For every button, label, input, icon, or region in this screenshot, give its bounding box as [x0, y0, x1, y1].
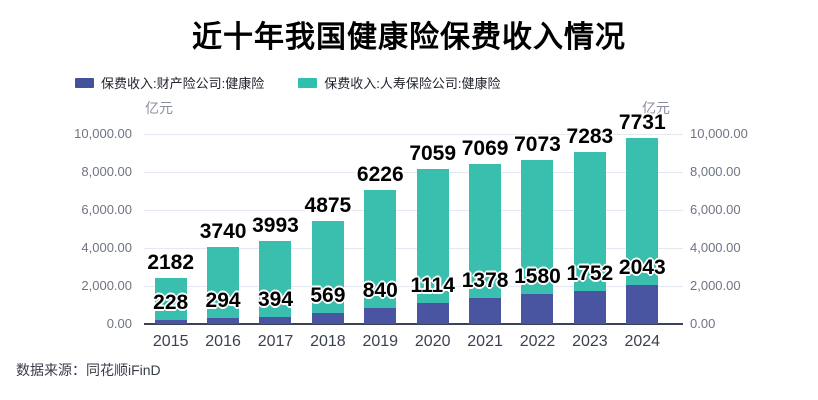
source-note: 数据来源：同花顺iFinD — [16, 362, 161, 378]
bar-segment-life — [416, 168, 449, 303]
legend-label-life: 保费收入:人寿保险公司:健康险 — [324, 76, 501, 91]
legend-label-property: 保费收入:财产险公司:健康险 — [101, 76, 265, 91]
value-label-life: 2182 — [147, 251, 195, 275]
bar-segment-life — [626, 138, 659, 286]
bar-group: 4875 569 2018 — [302, 134, 354, 350]
x-tick-label: 2023 — [572, 333, 608, 350]
y-tick-label-left: 8,000.00 — [81, 164, 132, 179]
bar-segment-life — [521, 159, 554, 294]
bar-segment-life — [154, 278, 187, 320]
x-tick-label: 2015 — [152, 333, 189, 350]
bar-group: 7069 1378 2021 — [459, 134, 511, 350]
bar-segment-property — [573, 290, 606, 324]
x-tick-label: 2020 — [414, 333, 451, 350]
y-axis-unit-left: 亿元 — [145, 100, 173, 116]
y-tick-label-right: 0.00 — [690, 316, 716, 331]
bar-segment-property — [311, 313, 344, 324]
y-tick-label-right: 4,000.00 — [690, 240, 741, 255]
bar-group: 2182 228 2015 — [145, 134, 197, 350]
chart-title: 近十年我国健康险保费收入情况 — [192, 21, 626, 54]
value-label-life: 7069 — [461, 136, 509, 160]
x-tick-label: 2018 — [310, 333, 346, 350]
bar-group: 7731 2043 2024 — [616, 112, 668, 350]
value-label-property: 840 — [362, 279, 398, 303]
bar-segment-life — [573, 152, 606, 291]
bar-group: 6226 840 2019 — [354, 134, 406, 350]
value-label-life: 6226 — [356, 162, 404, 186]
value-label-life: 7731 — [618, 111, 666, 135]
y-axis-left: 10,000.00 8,000.00 6,000.00 4,000.00 2,000.0… — [32, 126, 132, 331]
value-label-property: 1114 — [410, 273, 455, 297]
value-label-life: 3740 — [199, 220, 247, 244]
y-tick-label-right: 10,000.00 — [690, 126, 748, 141]
bar-segment-life — [311, 220, 344, 314]
value-label-property: 394 — [257, 287, 294, 311]
bar-group: 3740 294 2016 — [197, 134, 249, 350]
y-tick-label-left: 2,000.00 — [81, 278, 132, 293]
legend-item-property: 保费收入:财产险公司:健康险 — [75, 73, 264, 92]
bar-segment-life — [364, 189, 397, 309]
bar-segment-life — [207, 247, 240, 319]
gridline — [144, 210, 683, 211]
x-tick-label: 2016 — [205, 333, 241, 350]
bar-segment-property — [521, 293, 554, 324]
gridline — [144, 172, 683, 173]
y-tick-label-right: 2,000.00 — [690, 278, 741, 293]
gridline — [144, 248, 683, 249]
value-label-property: 228 — [153, 290, 189, 314]
legend-item-life: 保费收入:人寿保险公司:健康险 — [298, 73, 500, 92]
y-tick-label-right: 8,000.00 — [690, 164, 741, 179]
bar-segment-life — [469, 163, 502, 298]
value-label-life: 7073 — [514, 132, 561, 156]
bar-group: 7073 1580 2022 — [511, 132, 563, 350]
legend-swatch-life-icon — [298, 77, 318, 88]
legend: 保费收入:财产险公司:健康险 保费收入:人寿保险公司:健康险 — [75, 73, 500, 92]
value-label-life: 7059 — [409, 141, 457, 165]
x-tick-label: 2017 — [257, 333, 294, 350]
bar-segment-property — [154, 319, 187, 324]
value-label-life: 7283 — [566, 125, 614, 149]
value-label-property: 569 — [310, 284, 346, 308]
bar-segment-property — [364, 308, 397, 324]
bar-segment-life — [259, 240, 292, 317]
bar-group: 7283 1752 2023 — [564, 126, 616, 350]
x-tick-label: 2022 — [519, 333, 556, 350]
y-tick-label-left: 0.00 — [106, 316, 132, 331]
value-label-property: 294 — [205, 289, 241, 313]
y-tick-label-left: 4,000.00 — [81, 240, 132, 255]
x-tick-label: 2021 — [467, 333, 503, 350]
value-label-property: 2043 — [618, 256, 666, 280]
bar-segment-property — [626, 285, 659, 324]
bar-segment-property — [259, 316, 292, 324]
value-label-property: 1580 — [514, 264, 561, 288]
y-axis-right: 10,000.00 8,000.00 6,000.00 4,000.00 2,000.0… — [690, 126, 790, 331]
bar-segment-property — [207, 318, 240, 324]
bar-segment-property — [416, 302, 449, 324]
y-tick-label-right: 6,000.00 — [690, 202, 741, 217]
bar-group: 7059 1114 2020 — [407, 134, 459, 350]
bar-group: 3993 394 2017 — [249, 134, 301, 350]
value-label-property: 1752 — [566, 261, 614, 285]
y-tick-label-left: 10,000.00 — [74, 126, 132, 141]
x-axis-line — [144, 323, 683, 325]
value-label-life: 4875 — [304, 193, 352, 217]
value-label-property: 1378 — [461, 268, 509, 292]
gridline — [144, 286, 683, 287]
value-label-life: 3993 — [252, 213, 299, 237]
x-tick-label: 2019 — [362, 333, 399, 350]
bar-segment-property — [469, 297, 502, 324]
legend-swatch-property-icon — [75, 77, 94, 88]
gridline — [144, 134, 683, 135]
plot-area: 2182 228 2015 3740 294 2016 3993 394 2017 4875 569… — [144, 112, 683, 350]
y-tick-label-left: 6,000.00 — [81, 202, 132, 217]
x-tick-label: 2024 — [624, 333, 661, 350]
y-axis-unit-right: 亿元 — [642, 100, 670, 116]
